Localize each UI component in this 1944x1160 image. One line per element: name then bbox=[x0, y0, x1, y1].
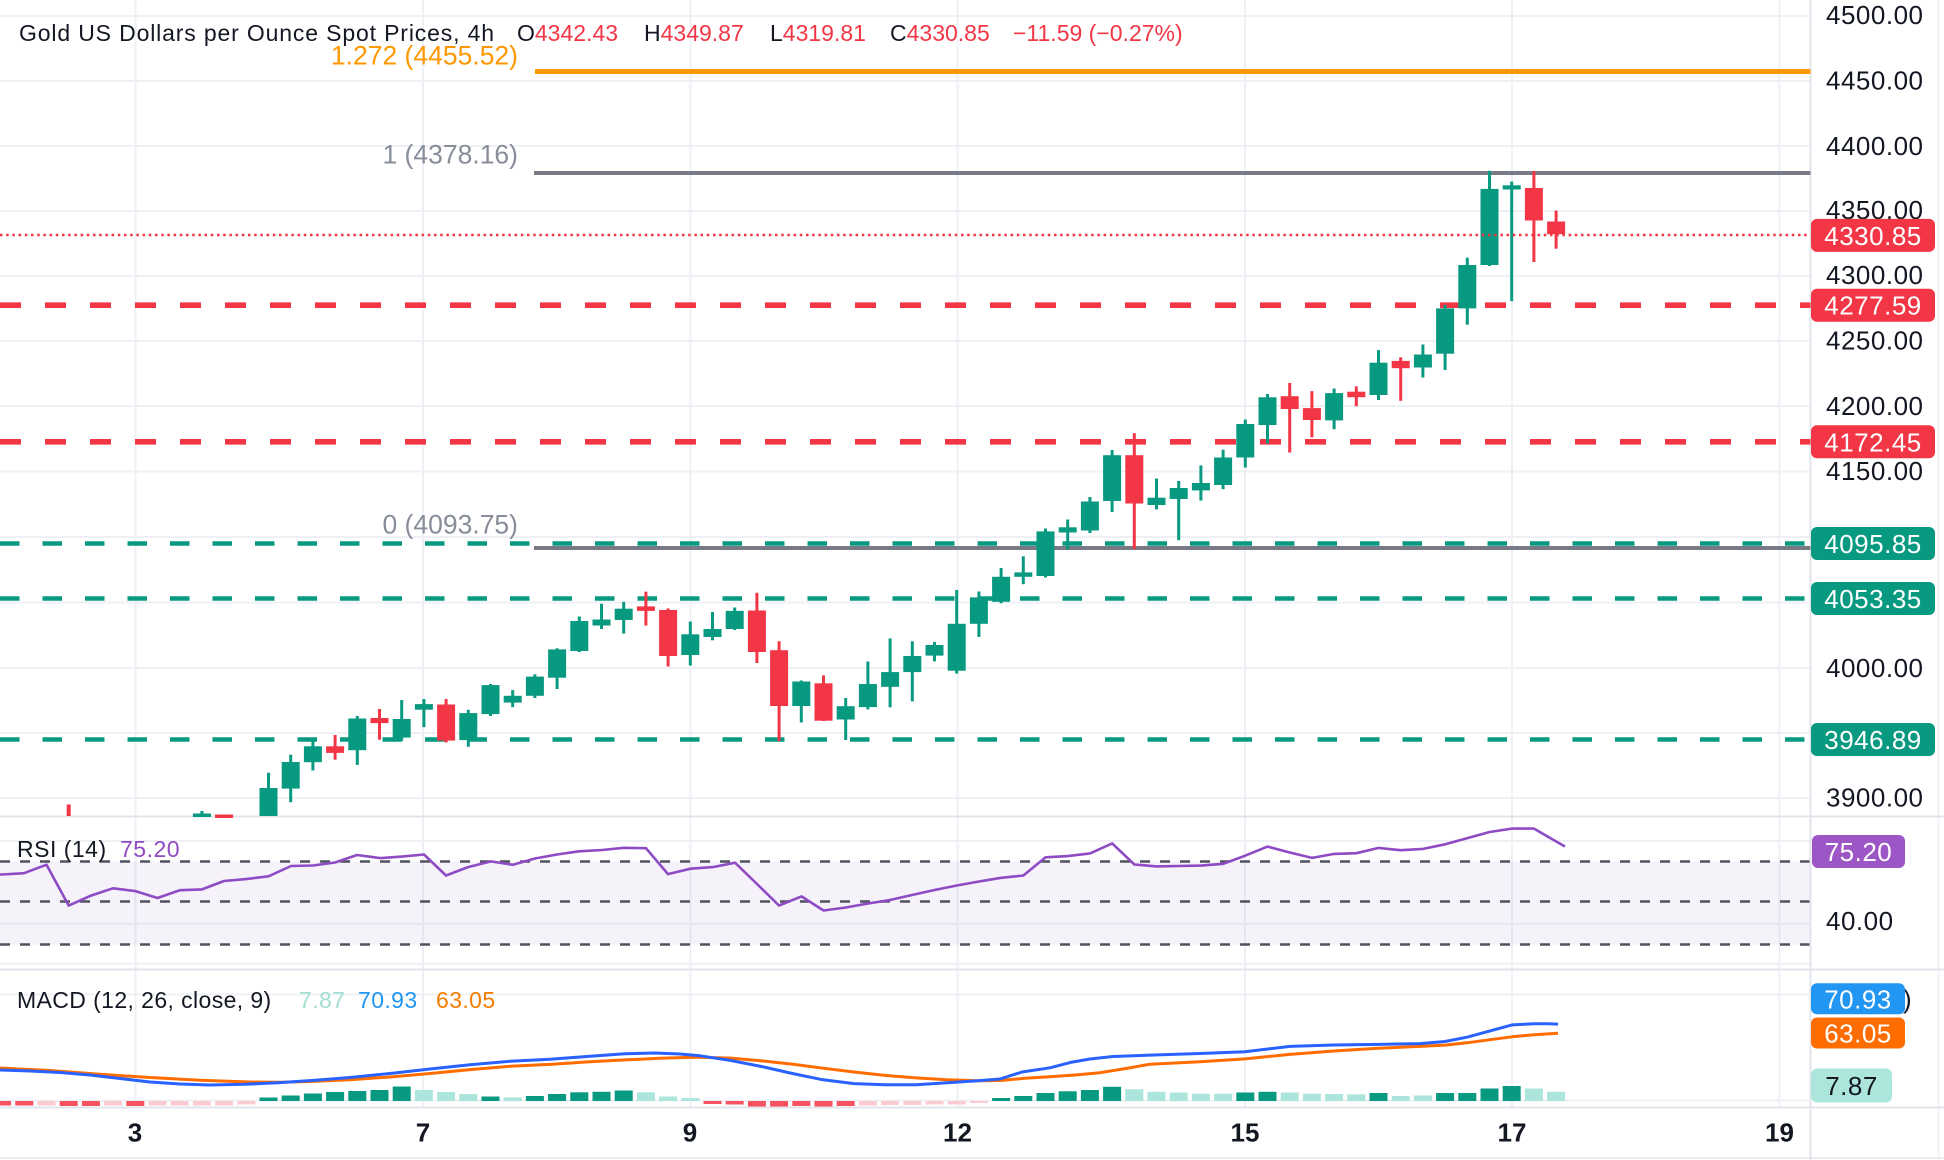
svg-text:4150.00: 4150.00 bbox=[1826, 456, 1923, 486]
svg-text:4330.85: 4330.85 bbox=[1824, 221, 1921, 251]
svg-text:4200.00: 4200.00 bbox=[1826, 391, 1923, 421]
svg-text:1 (4378.16): 1 (4378.16) bbox=[382, 140, 518, 170]
svg-text:3900.00: 3900.00 bbox=[1826, 783, 1923, 813]
svg-text:70.93: 70.93 bbox=[1824, 984, 1892, 1014]
svg-text:Gold US Dollars per Ounce Spot: Gold US Dollars per Ounce Spot Prices, 4… bbox=[19, 20, 495, 46]
svg-text:75.20: 75.20 bbox=[1825, 837, 1893, 867]
svg-text:7.87: 7.87 bbox=[1825, 1071, 1878, 1101]
svg-text:4500.00: 4500.00 bbox=[1826, 0, 1923, 30]
svg-text:0 (4093.75): 0 (4093.75) bbox=[382, 510, 518, 540]
svg-text:4095.85: 4095.85 bbox=[1824, 529, 1921, 559]
svg-text:4053.35: 4053.35 bbox=[1824, 584, 1921, 614]
svg-text:4000.00: 4000.00 bbox=[1826, 653, 1923, 683]
svg-text:3946.89: 3946.89 bbox=[1824, 725, 1921, 755]
svg-text:7: 7 bbox=[416, 1118, 430, 1148]
svg-text:4450.00: 4450.00 bbox=[1826, 66, 1923, 96]
svg-text:4300.00: 4300.00 bbox=[1826, 260, 1923, 290]
svg-text:17: 17 bbox=[1498, 1118, 1527, 1148]
svg-text:12: 12 bbox=[943, 1118, 972, 1148]
svg-text:4400.00: 4400.00 bbox=[1826, 131, 1923, 161]
svg-text:4172.45: 4172.45 bbox=[1824, 427, 1921, 457]
svg-text:40.00: 40.00 bbox=[1826, 906, 1894, 936]
svg-text:1.272 (4455.52): 1.272 (4455.52) bbox=[331, 41, 518, 71]
svg-text:): ) bbox=[1903, 984, 1912, 1014]
svg-text:63.05: 63.05 bbox=[1824, 1019, 1892, 1049]
svg-text:19: 19 bbox=[1765, 1118, 1794, 1148]
svg-text:3: 3 bbox=[128, 1118, 142, 1148]
svg-text:4250.00: 4250.00 bbox=[1826, 326, 1923, 356]
svg-text:RSI (14)75.20: RSI (14) 75.20 bbox=[17, 836, 180, 862]
svg-text:4277.59: 4277.59 bbox=[1824, 291, 1921, 321]
svg-text:9: 9 bbox=[683, 1118, 697, 1148]
svg-text:15: 15 bbox=[1231, 1118, 1260, 1148]
